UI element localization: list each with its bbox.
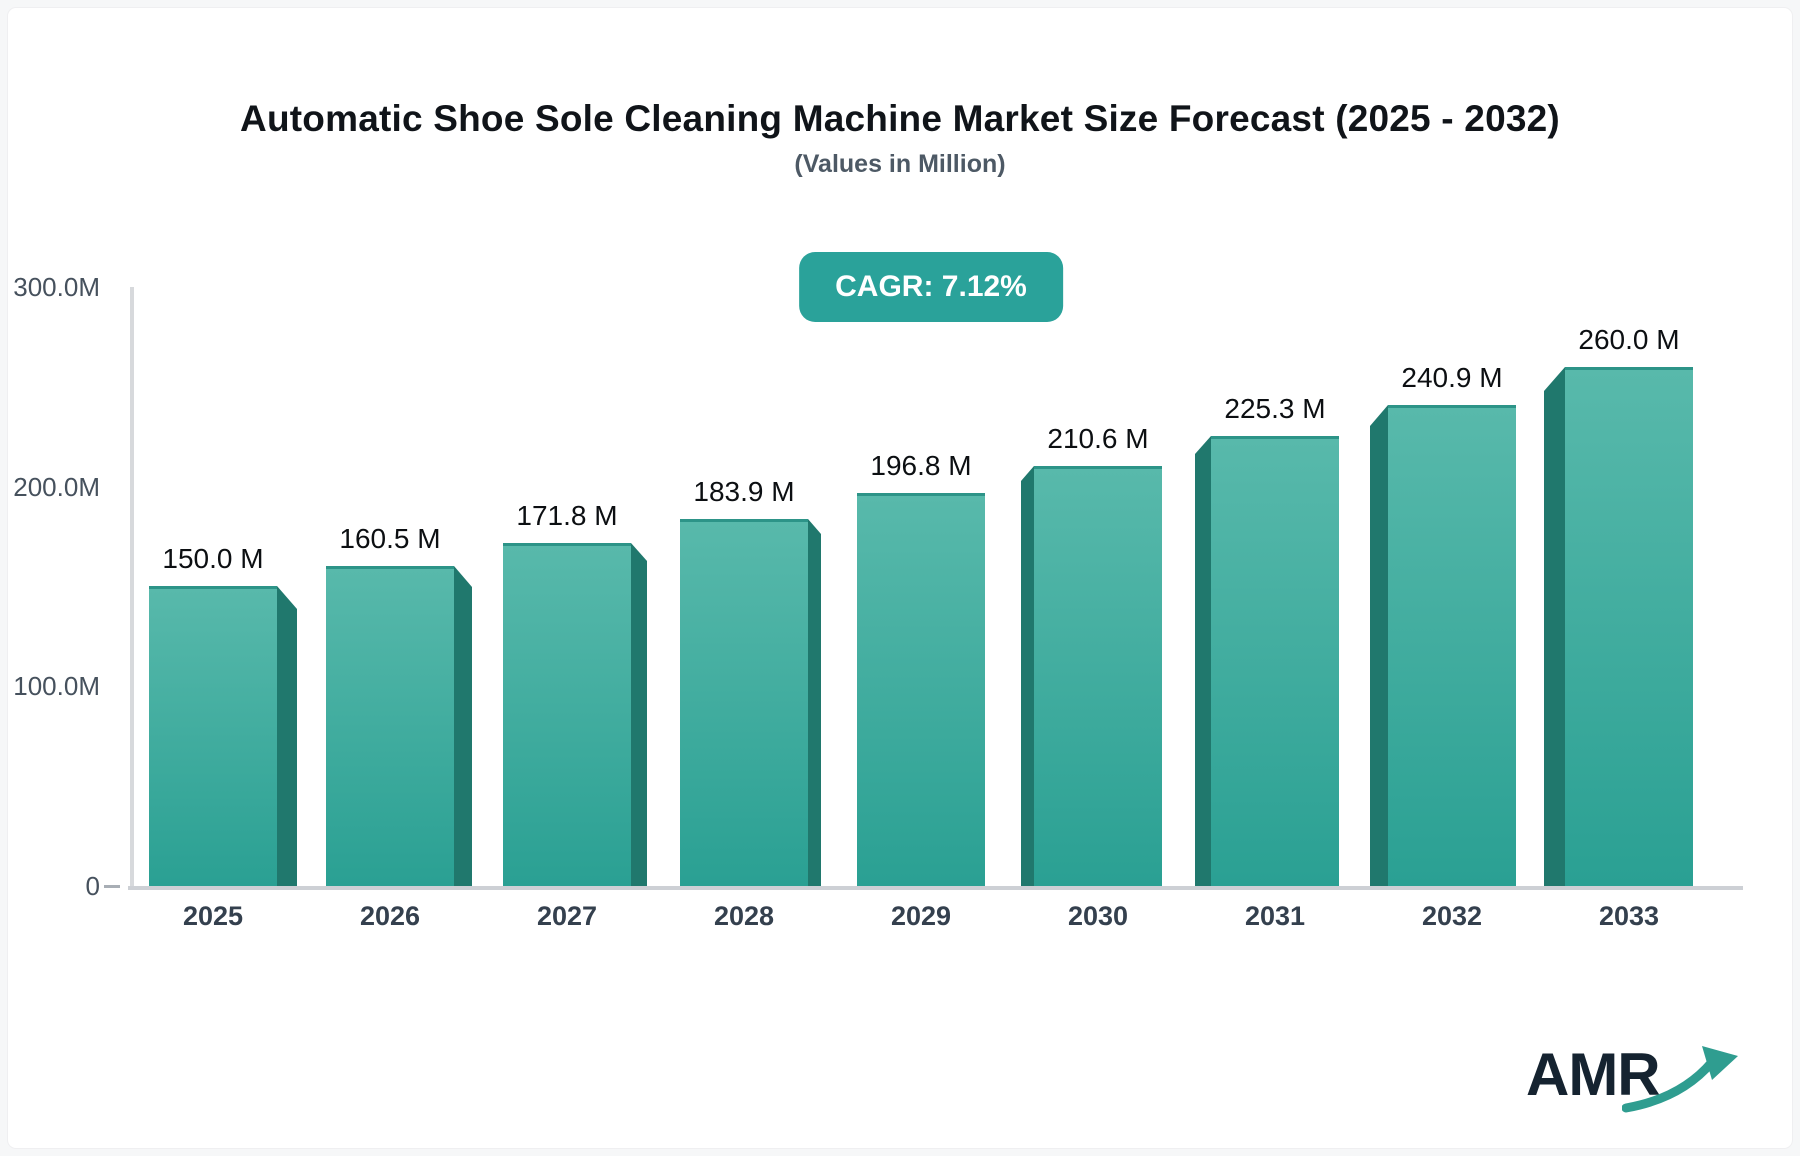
bar-value-label: 171.8 M (516, 500, 618, 531)
bar (1565, 367, 1693, 886)
x-axis-line (128, 886, 1743, 890)
bar-3d-side (1544, 367, 1565, 886)
x-axis-tick-label: 2027 (536, 901, 598, 931)
zero-tick-mark (104, 885, 120, 888)
x-axis-tick-label: 2026 (359, 901, 421, 931)
bar (1034, 466, 1162, 886)
x-axis-tick-label: 2030 (1067, 901, 1129, 931)
bar (680, 519, 808, 886)
amr-logo: AMR (1526, 1036, 1766, 1128)
y-axis-tick-label: 200.0M (13, 471, 100, 502)
bar-3d-side (277, 586, 297, 886)
bar-3d-side (808, 519, 821, 886)
bar-3d-side (1021, 466, 1034, 886)
y-axis-tick-label: 0 (85, 871, 100, 901)
bar (1388, 405, 1516, 886)
bar (149, 586, 277, 886)
bar-value-label: 260.0 M (1578, 324, 1680, 355)
y-axis-tick-label: 300.0M (13, 272, 100, 302)
chart-subtitle: (Values in Million) (794, 150, 1006, 178)
bar-3d-side (631, 543, 647, 886)
chart-card: Automatic Shoe Sole Cleaning Machine Mar… (8, 8, 1792, 1148)
bar-value-label: 210.6 M (1047, 423, 1149, 454)
x-axis-tick-label: 2032 (1421, 901, 1483, 931)
x-axis-tick-label: 2033 (1598, 901, 1660, 931)
x-axis-tick-label: 2031 (1244, 901, 1306, 931)
chart-title: Automatic Shoe Sole Cleaning Machine Mar… (240, 98, 1560, 139)
y-axis-line (130, 287, 134, 890)
x-axis-tick-label: 2028 (713, 901, 775, 931)
bar (857, 493, 985, 886)
bar-value-label: 150.0 M (162, 543, 264, 574)
cagr-badge: CAGR: 7.12% (799, 252, 1063, 322)
growth-arrow-icon (1622, 1046, 1738, 1113)
x-axis-tick-label: 2029 (890, 901, 952, 931)
bar-value-label: 183.9 M (693, 476, 795, 507)
bar (1211, 436, 1339, 886)
bar-3d-side (1195, 436, 1211, 886)
x-axis-tick-label: 2025 (182, 901, 244, 931)
amr-logo-text: AMR (1526, 1041, 1661, 1108)
bar-3d-side (1370, 405, 1388, 886)
bar-value-label: 160.5 M (339, 523, 441, 554)
bar-value-label: 196.8 M (870, 450, 972, 481)
bar-value-label: 240.9 M (1401, 362, 1503, 393)
bar-3d-side (454, 566, 472, 886)
y-axis-tick-label: 100.0M (13, 671, 100, 702)
bar (503, 543, 631, 886)
bar-value-label: 225.3 M (1224, 393, 1326, 424)
bar (326, 566, 454, 886)
